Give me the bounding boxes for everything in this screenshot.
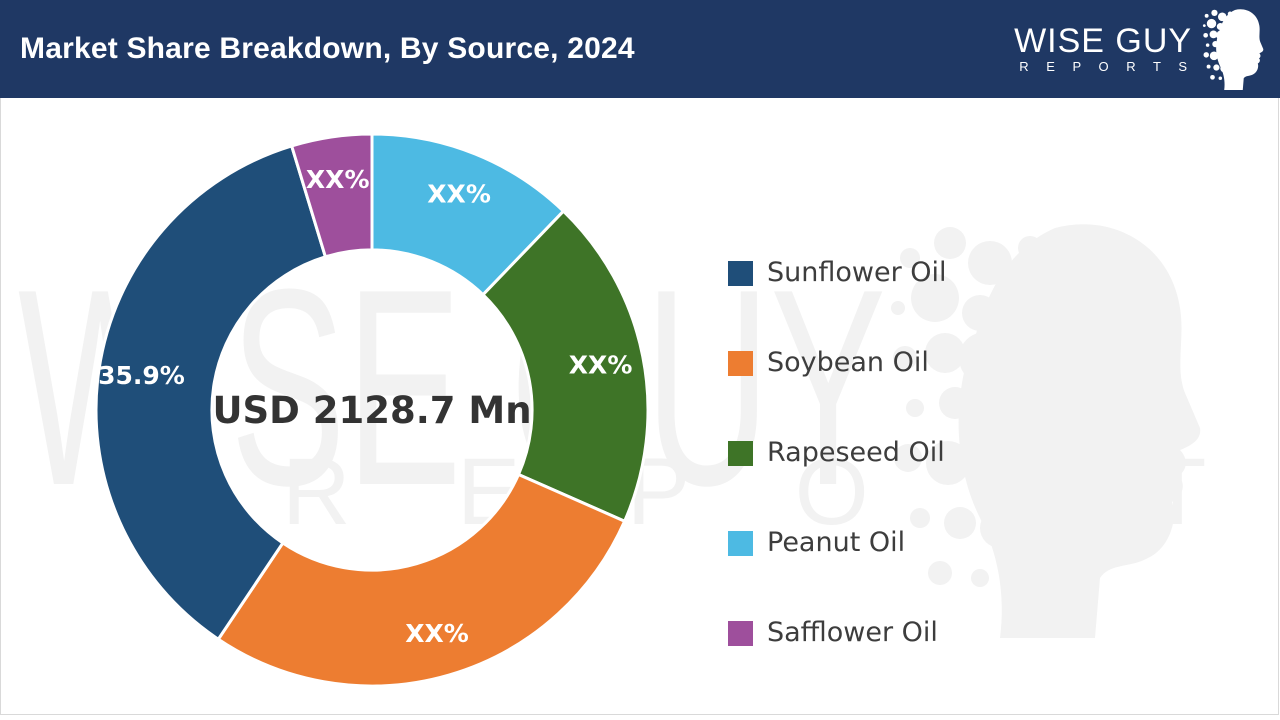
- legend-item-soybean-oil: Soybean Oil: [728, 348, 947, 378]
- donut-slice-safflower-oil: [290, 132, 374, 259]
- slice-percent-label-rapeseed-oil: XX%: [569, 350, 633, 379]
- legend-item-safflower-oil: Safflower Oil: [728, 618, 947, 648]
- donut-slice-rapeseed-oil: [481, 209, 650, 523]
- chart-legend: Sunflower Oil Soybean Oil Rapeseed Oil Pean…: [728, 258, 947, 648]
- donut-chart: XX% XX% XX% 35.9% XX%: [94, 132, 650, 688]
- legend-item-peanut-oil: Peanut Oil: [728, 528, 947, 558]
- legend-label-soybean-oil: Soybean Oil: [767, 347, 929, 378]
- watermark-face-icon: [891, 224, 1201, 638]
- logo-subtitle: R E P O R T S: [1019, 59, 1194, 75]
- logo-face-icon: [1202, 9, 1264, 90]
- legend-swatch-safflower-oil: [728, 620, 753, 646]
- slice-percent-label-sunflower-oil: 35.9%: [98, 361, 185, 390]
- slice-percent-label-peanut-oil: XX%: [427, 179, 491, 208]
- legend-swatch-rapeseed-oil: [728, 440, 753, 466]
- legend-label-safflower-oil: Safflower Oil: [767, 617, 938, 648]
- donut-slice-sunflower-oil: [94, 144, 327, 641]
- legend-swatch-peanut-oil: [728, 530, 753, 556]
- page-title: Market Share Breakdown, By Source, 2024: [20, 32, 635, 65]
- donut-slice-soybean-oil: [216, 473, 627, 688]
- slice-percent-label-safflower-oil: XX%: [306, 165, 370, 194]
- legend-swatch-sunflower-oil: [728, 260, 753, 286]
- logo-wordmark: WISE GUY: [1014, 21, 1193, 60]
- logo-text: WISE GUY R E P O R T S: [1012, 21, 1194, 75]
- legend-item-sunflower-oil: Sunflower Oil: [728, 258, 947, 288]
- legend-label-sunflower-oil: Sunflower Oil: [767, 257, 947, 288]
- slice-percent-label-soybean-oil: XX%: [405, 619, 469, 648]
- legend-label-peanut-oil: Peanut Oil: [767, 527, 906, 558]
- legend-label-rapeseed-oil: Rapeseed Oil: [767, 437, 945, 468]
- wise-guy-logo: WISE GUY R E P O R T S: [1012, 8, 1266, 90]
- header-bar: Market Share Breakdown, By Source, 2024 …: [0, 0, 1280, 98]
- legend-swatch-soybean-oil: [728, 350, 753, 376]
- legend-item-rapeseed-oil: Rapeseed Oil: [728, 438, 947, 468]
